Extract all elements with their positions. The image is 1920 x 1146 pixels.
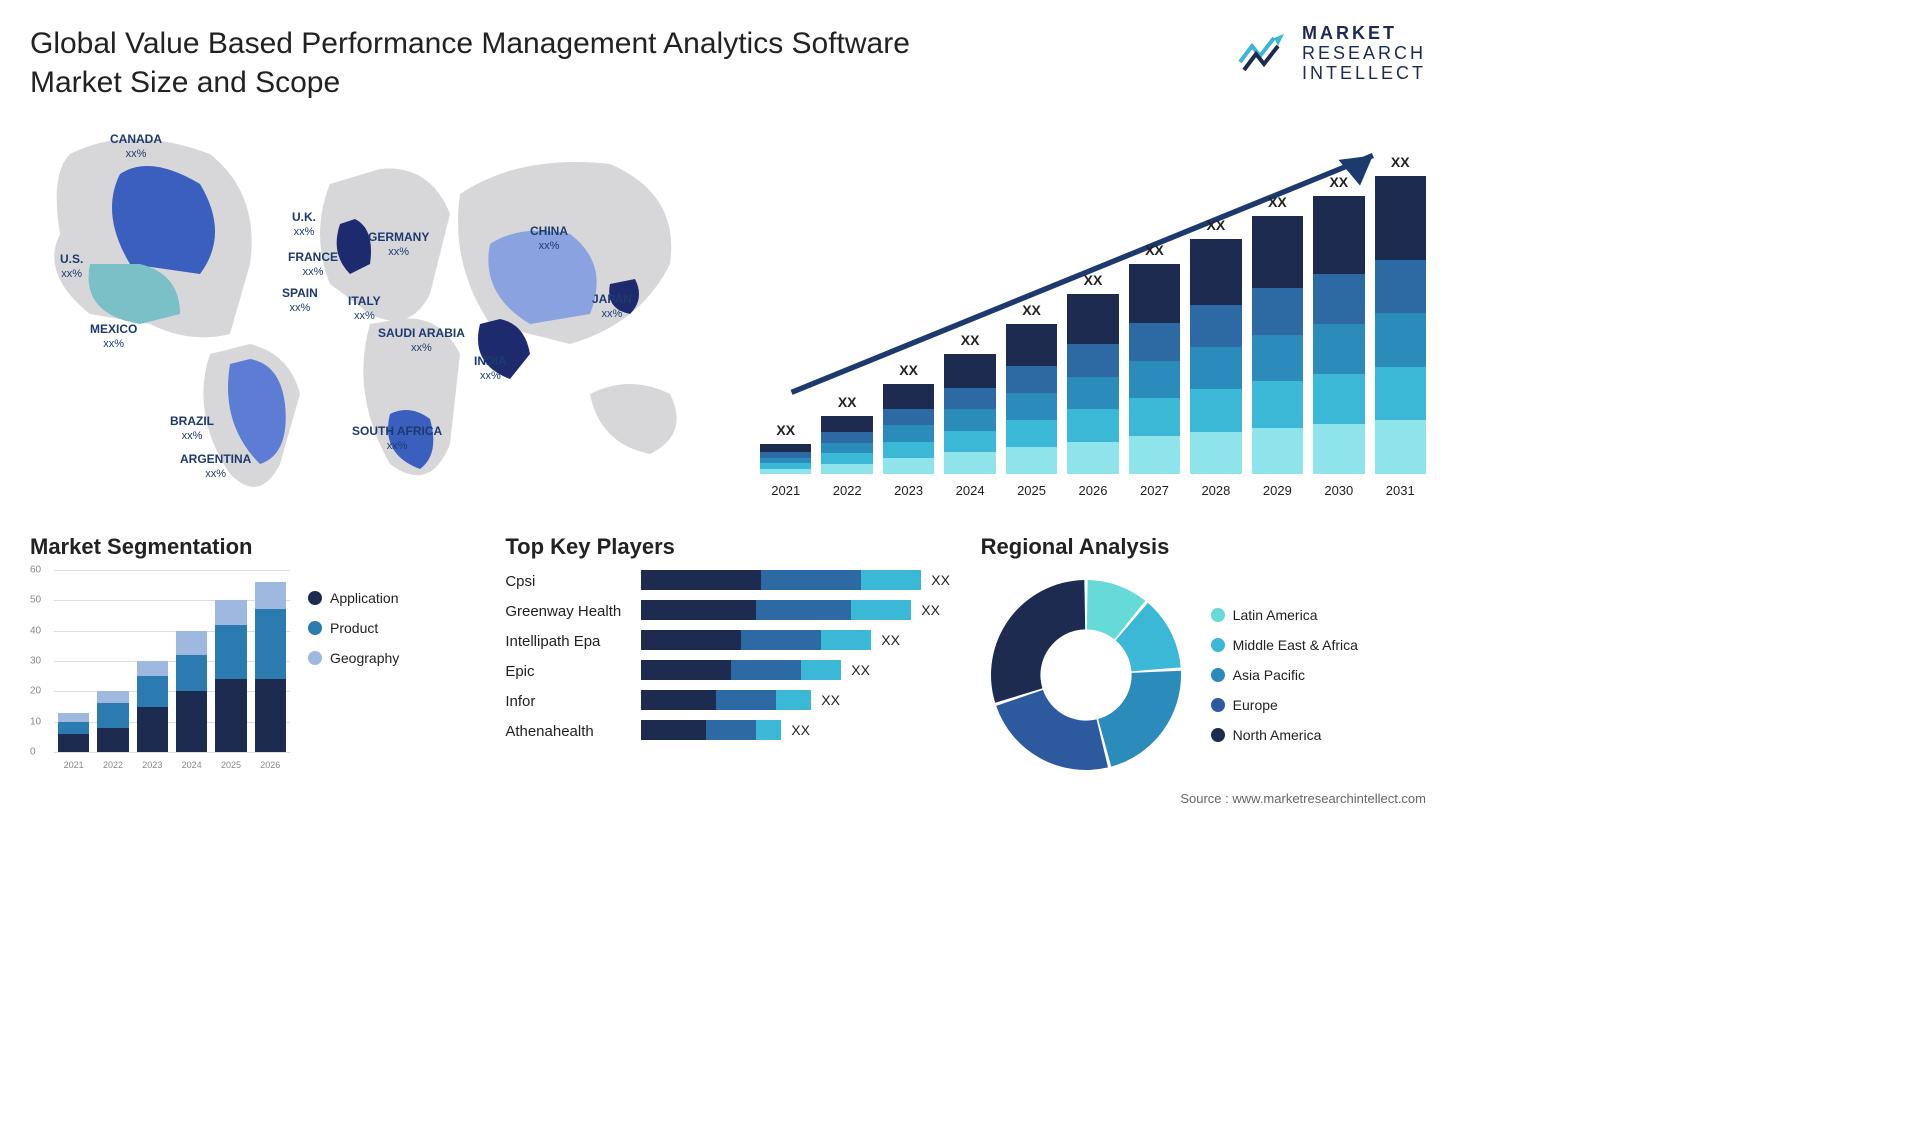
x-tick: 2025 (1006, 483, 1057, 498)
player-bar-row: XX (641, 600, 950, 620)
player-bar-row: XX (641, 720, 950, 740)
segmentation-title: Market Segmentation (30, 534, 475, 560)
legend-item: Geography (308, 650, 399, 666)
regional-donut (981, 570, 1191, 780)
legend-item: North America (1211, 727, 1358, 743)
page-title: Global Value Based Performance Managemen… (30, 24, 930, 102)
player-bar-row: XX (641, 660, 950, 680)
regional-title: Regional Analysis (981, 534, 1426, 560)
seg-bar (215, 600, 246, 752)
seg-bar (137, 661, 168, 752)
x-tick: 2028 (1190, 483, 1241, 498)
x-tick: 2030 (1313, 483, 1364, 498)
players-title: Top Key Players (505, 534, 950, 560)
x-tick: 2029 (1252, 483, 1303, 498)
x-tick: 2023 (883, 483, 934, 498)
source-text: Source : www.marketresearchintellect.com (1180, 791, 1426, 806)
main-bar: XX (1252, 216, 1303, 474)
seg-bar (58, 713, 89, 752)
player-bar-row: XX (641, 630, 950, 650)
x-tick: 2022 (821, 483, 872, 498)
x-tick: 2021 (760, 483, 811, 498)
map-label: MEXICOxx% (90, 322, 137, 352)
x-tick: 2027 (1129, 483, 1180, 498)
map-label: FRANCExx% (288, 250, 338, 280)
legend-item: Europe (1211, 697, 1358, 713)
map-label: ITALYxx% (348, 294, 381, 324)
legend-item: Product (308, 620, 399, 636)
main-bar: XX (760, 444, 811, 474)
map-label: SAUDI ARABIAxx% (378, 326, 465, 356)
main-bar: XX (1190, 239, 1241, 474)
map-label: BRAZILxx% (170, 414, 214, 444)
regional-legend: Latin America Middle East & Africa Asia Pa… (1211, 607, 1358, 743)
player-bar-row: XX (641, 690, 950, 710)
legend-item: Asia Pacific (1211, 667, 1358, 683)
players-panel: Top Key Players Cpsi Greenway Health Intel… (505, 534, 950, 780)
map-label: GERMANYxx% (368, 230, 429, 260)
map-label: U.K.xx% (292, 210, 316, 240)
regional-panel: Regional Analysis Latin America Middle Ea… (981, 534, 1426, 780)
logo-line3: INTELLECT (1302, 64, 1426, 84)
brand-logo: MARKET RESEARCH INTELLECT (1238, 24, 1426, 83)
main-bar: XX (1375, 176, 1426, 474)
main-bar: XX (1006, 324, 1057, 474)
x-tick: 2026 (1067, 483, 1118, 498)
segmentation-chart: 0102030405060202120222023202420252026 (30, 570, 290, 770)
main-bar: XX (883, 384, 934, 474)
logo-line1: MARKET (1302, 24, 1426, 44)
map-label: ARGENTINAxx% (180, 452, 251, 482)
segmentation-legend: Application Product Geography (308, 590, 399, 666)
main-bar-chart: XXXXXXXXXXXXXXXXXXXXXX 20212022202320242… (760, 124, 1426, 504)
player-name: Greenway Health (505, 602, 621, 622)
map-label: JAPANxx% (592, 292, 632, 322)
logo-line2: RESEARCH (1302, 44, 1426, 64)
map-label: U.S.xx% (60, 252, 83, 282)
legend-item: Latin America (1211, 607, 1358, 623)
world-map: CANADAxx% U.S.xx% MEXICOxx% BRAZILxx% ARGENT… (30, 114, 730, 514)
main-bar: XX (1067, 294, 1118, 474)
main-bar: XX (944, 354, 995, 474)
segmentation-panel: Market Segmentation 01020304050602021202… (30, 534, 475, 780)
map-label: INDIAxx% (474, 354, 507, 384)
player-name: Infor (505, 692, 621, 712)
player-name: Intellipath Epa (505, 632, 621, 652)
map-label: CANADAxx% (110, 132, 162, 162)
legend-item: Middle East & Africa (1211, 637, 1358, 653)
player-name: Athenahealth (505, 722, 621, 742)
legend-item: Application (308, 590, 399, 606)
player-name: Cpsi (505, 572, 621, 592)
seg-bar (255, 582, 286, 752)
x-tick: 2024 (944, 483, 995, 498)
map-label: SPAINxx% (282, 286, 318, 316)
main-bar: XX (1313, 196, 1364, 474)
map-label: SOUTH AFRICAxx% (352, 424, 442, 454)
seg-bar (176, 631, 207, 752)
player-name: Epic (505, 662, 621, 682)
map-label: CHINAxx% (530, 224, 568, 254)
seg-bar (97, 691, 128, 752)
x-tick: 2031 (1375, 483, 1426, 498)
main-bar: XX (821, 416, 872, 474)
main-bar: XX (1129, 264, 1180, 474)
player-bar-row: XX (641, 570, 950, 590)
